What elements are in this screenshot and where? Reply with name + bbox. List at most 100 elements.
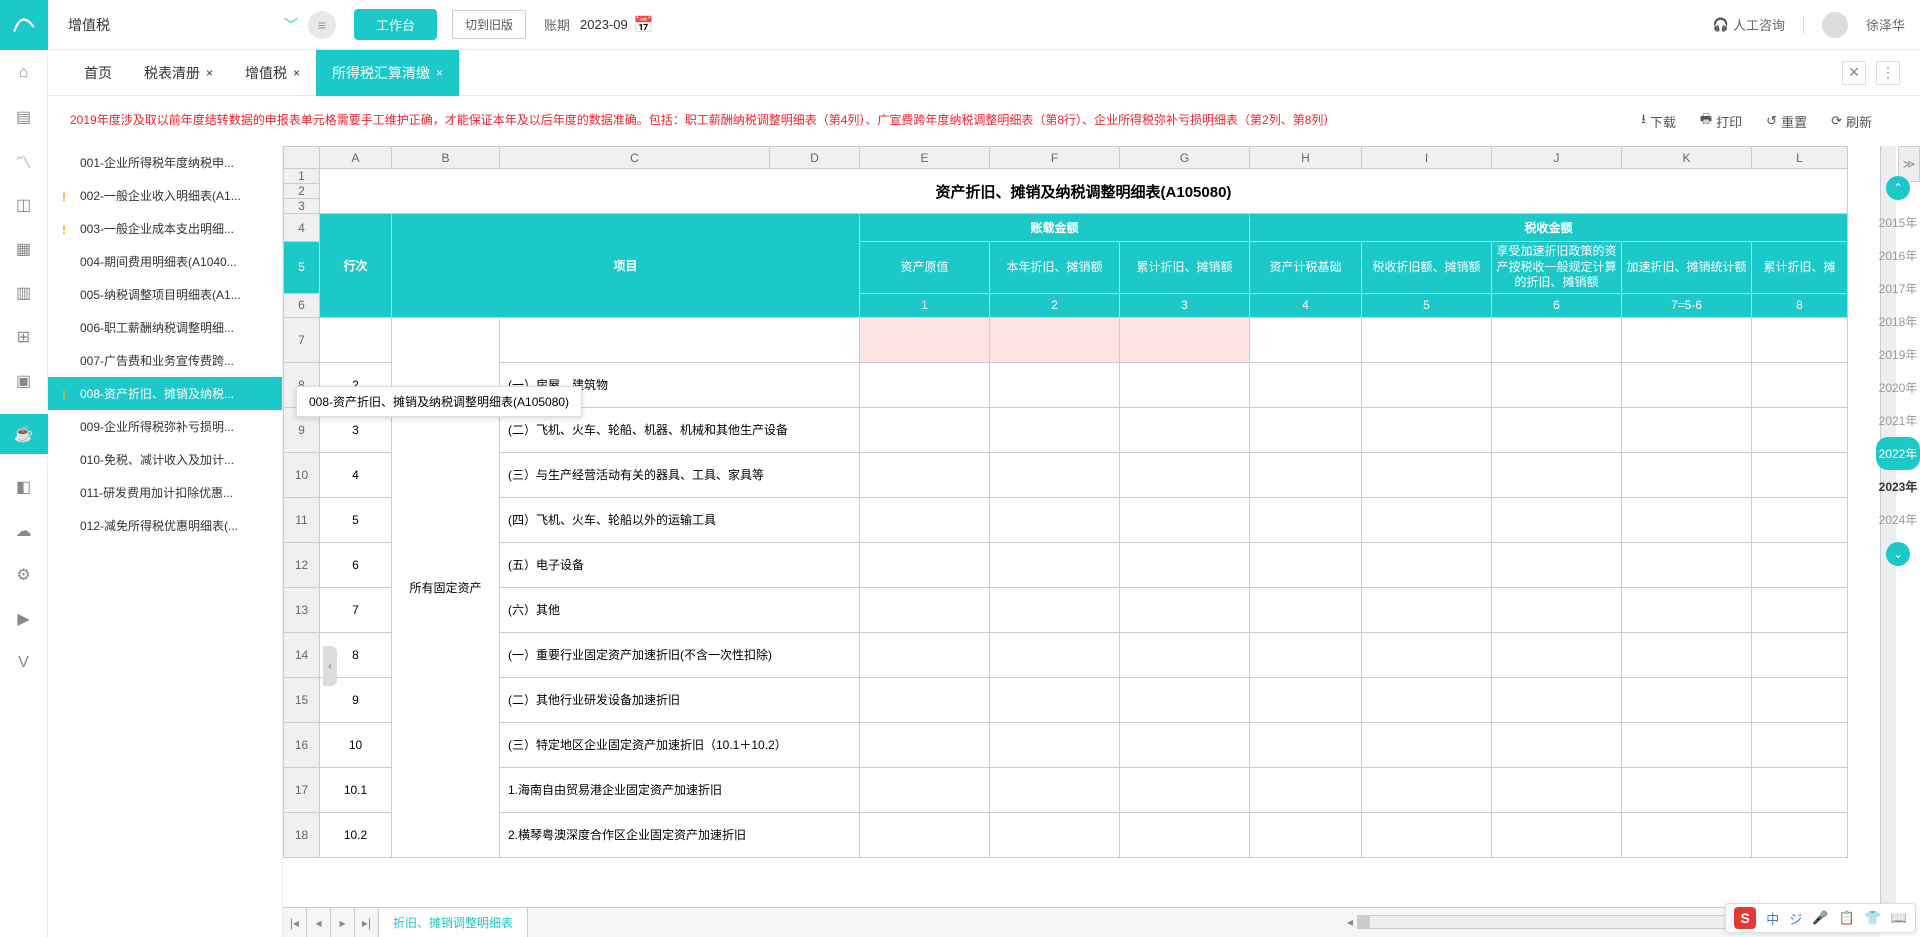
- cell[interactable]: [1752, 452, 1848, 497]
- home-icon[interactable]: ⌂: [13, 62, 35, 84]
- calendar-icon[interactable]: 📅: [634, 15, 654, 35]
- cell[interactable]: [860, 362, 990, 407]
- cell[interactable]: [1752, 812, 1848, 857]
- ime-voice-icon[interactable]: 🎤: [1812, 910, 1828, 926]
- cell[interactable]: [1250, 407, 1362, 452]
- switch-old-version-button[interactable]: 切到旧版: [452, 10, 526, 39]
- cell[interactable]: [1492, 632, 1622, 677]
- cell[interactable]: [860, 767, 990, 812]
- cell[interactable]: [1622, 722, 1752, 767]
- list-icon[interactable]: ≡: [308, 11, 336, 39]
- col-header-D[interactable]: D: [770, 147, 860, 169]
- cell[interactable]: [1362, 452, 1492, 497]
- chart-icon[interactable]: 〽: [13, 150, 35, 172]
- tree-item[interactable]: 011-研发费用加计扣除优惠...: [48, 476, 282, 509]
- tree-item[interactable]: 007-广告费和业务宣传费跨...: [48, 344, 282, 377]
- cell-text[interactable]: (一）重要行业固定资产加速折旧(不含一次性扣除): [500, 632, 860, 677]
- col-header-A[interactable]: A: [320, 147, 392, 169]
- cell[interactable]: [1752, 632, 1848, 677]
- year-down-icon[interactable]: ⌄: [1886, 542, 1910, 566]
- settings-icon[interactable]: ⚙: [13, 564, 35, 586]
- cell[interactable]: [860, 317, 990, 362]
- cell[interactable]: [1120, 542, 1250, 587]
- cell-text[interactable]: 1.海南自由贸易港企业固定资产加速折旧: [500, 767, 860, 812]
- cell[interactable]: [1622, 497, 1752, 542]
- archive-icon[interactable]: ◧: [13, 476, 35, 498]
- sheet-nav-first[interactable]: |◂: [283, 908, 307, 937]
- cell-text[interactable]: (二）其他行业研发设备加速折旧: [500, 677, 860, 722]
- doc-icon[interactable]: ▤: [13, 106, 35, 128]
- row-header[interactable]: 10: [284, 452, 320, 497]
- cell[interactable]: [1752, 677, 1848, 722]
- tree-item[interactable]: 008-资产折旧、摊销及纳税...: [48, 377, 282, 410]
- col-header-B[interactable]: B: [392, 147, 500, 169]
- cell[interactable]: [1622, 767, 1752, 812]
- cell[interactable]: [1362, 497, 1492, 542]
- tree-item[interactable]: 004-期间费用明细表(A1040...: [48, 245, 282, 278]
- col-header-I[interactable]: I: [1362, 147, 1492, 169]
- cell[interactable]: [1752, 767, 1848, 812]
- year-2017年[interactable]: 2017年: [1876, 272, 1920, 305]
- more-icon[interactable]: ⋮: [1876, 61, 1900, 85]
- row-header[interactable]: 16: [284, 722, 320, 767]
- cell[interactable]: [860, 677, 990, 722]
- year-2023年[interactable]: 2023年: [1876, 470, 1920, 503]
- cell[interactable]: [1622, 452, 1752, 497]
- cell[interactable]: [1120, 812, 1250, 857]
- cell[interactable]: [1752, 497, 1848, 542]
- tab-首页[interactable]: 首页: [68, 50, 128, 96]
- year-2015年[interactable]: 2015年: [1876, 206, 1920, 239]
- cell[interactable]: [860, 452, 990, 497]
- cell-text[interactable]: 2.横琴粤澳深度合作区企业固定资产加速折旧: [500, 812, 860, 857]
- cell-text[interactable]: (三）特定地区企业固定资产加速折旧（10.1＋10.2）: [500, 722, 860, 767]
- cell[interactable]: [1492, 452, 1622, 497]
- cell[interactable]: [1362, 362, 1492, 407]
- tree-item[interactable]: 001-企业所得税年度纳税申...: [48, 146, 282, 179]
- tree-item[interactable]: 005-纳税调整项目明细表(A1...: [48, 278, 282, 311]
- cell[interactable]: [1622, 587, 1752, 632]
- template-icon[interactable]: ⊞: [13, 326, 35, 348]
- ime-skin-icon[interactable]: 👕: [1865, 910, 1881, 926]
- row-header[interactable]: 14: [284, 632, 320, 677]
- sheet-nav-prev[interactable]: ◂: [307, 908, 331, 937]
- tab-税表清册[interactable]: 税表清册×: [128, 50, 229, 96]
- video-icon[interactable]: ▶: [13, 608, 35, 630]
- grid-icon[interactable]: ▣: [13, 370, 35, 392]
- cell[interactable]: [860, 587, 990, 632]
- year-2024年[interactable]: 2024年: [1876, 503, 1920, 536]
- cell-line[interactable]: 4: [320, 452, 392, 497]
- cell-text[interactable]: (五）电子设备: [500, 542, 860, 587]
- close-all-icon[interactable]: ✕: [1842, 61, 1866, 85]
- year-2022年[interactable]: 2022年: [1876, 437, 1920, 470]
- year-2020年[interactable]: 2020年: [1876, 371, 1920, 404]
- sheet-tab-active[interactable]: 折旧、摊销调整明细表: [379, 908, 528, 937]
- ime-clipboard-icon[interactable]: 📋: [1838, 910, 1854, 926]
- cell-line[interactable]: 7: [320, 587, 392, 632]
- cell[interactable]: [860, 632, 990, 677]
- tab-增值税[interactable]: 增值税×: [229, 50, 316, 96]
- clipboard-icon[interactable]: ▦: [13, 238, 35, 260]
- cell[interactable]: [1120, 632, 1250, 677]
- col-header-E[interactable]: E: [860, 147, 990, 169]
- sheet-nav-next[interactable]: ▸: [331, 908, 355, 937]
- cell[interactable]: [990, 722, 1120, 767]
- cell[interactable]: [1250, 767, 1362, 812]
- tree-item[interactable]: 006-职工薪酬纳税调整明细...: [48, 311, 282, 344]
- cell[interactable]: [1120, 362, 1250, 407]
- cell[interactable]: [1492, 767, 1622, 812]
- row-header[interactable]: 12: [284, 542, 320, 587]
- cell[interactable]: [1120, 587, 1250, 632]
- cell-line[interactable]: 5: [320, 497, 392, 542]
- cell[interactable]: [990, 677, 1120, 722]
- tab-close-icon[interactable]: ×: [206, 66, 213, 80]
- corner-cell[interactable]: [284, 147, 320, 169]
- cell[interactable]: [1492, 317, 1622, 362]
- cell[interactable]: [1752, 542, 1848, 587]
- year-up-icon[interactable]: ⌃: [1886, 176, 1910, 200]
- cell[interactable]: [1622, 677, 1752, 722]
- cell[interactable]: [1362, 767, 1492, 812]
- hscroll-thumb[interactable]: [1358, 916, 1370, 928]
- tree-item[interactable]: 002-一般企业收入明细表(A1...: [48, 179, 282, 212]
- cell[interactable]: [1622, 812, 1752, 857]
- cell[interactable]: [1492, 542, 1622, 587]
